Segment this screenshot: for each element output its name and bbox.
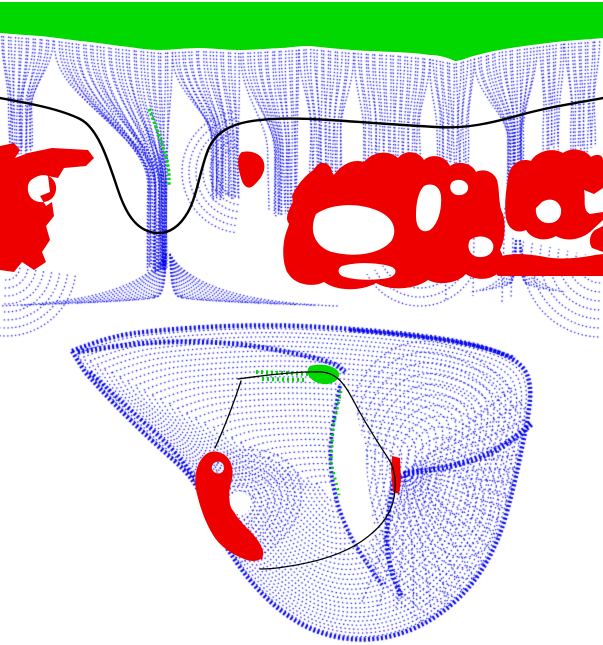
surface-black-separatrix	[237, 371, 396, 570]
top-panel	[0, 2, 603, 290]
bottom-panel	[195, 364, 401, 570]
red-region-central	[283, 152, 505, 290]
surface-green-dotted-arc	[329, 390, 343, 496]
surface-green-dotted-trail	[255, 370, 311, 382]
red-region-right-band	[493, 254, 603, 276]
surface-red-speckle-tail	[233, 523, 265, 561]
red-region-right-edge	[589, 226, 603, 252]
red-region-left	[0, 143, 94, 272]
red-region-teardrop	[238, 151, 265, 188]
red-region-right	[505, 149, 603, 240]
green-streamline-segment	[147, 108, 171, 186]
surface-red-region	[195, 451, 264, 561]
inflow-green-band	[0, 2, 603, 61]
surface-green-patch	[307, 364, 340, 385]
surface-white-hole	[229, 491, 251, 515]
surface-black-separatrix-2	[214, 380, 242, 449]
black-separatrix-curve	[0, 96, 603, 235]
surface-red-streak	[391, 456, 401, 494]
